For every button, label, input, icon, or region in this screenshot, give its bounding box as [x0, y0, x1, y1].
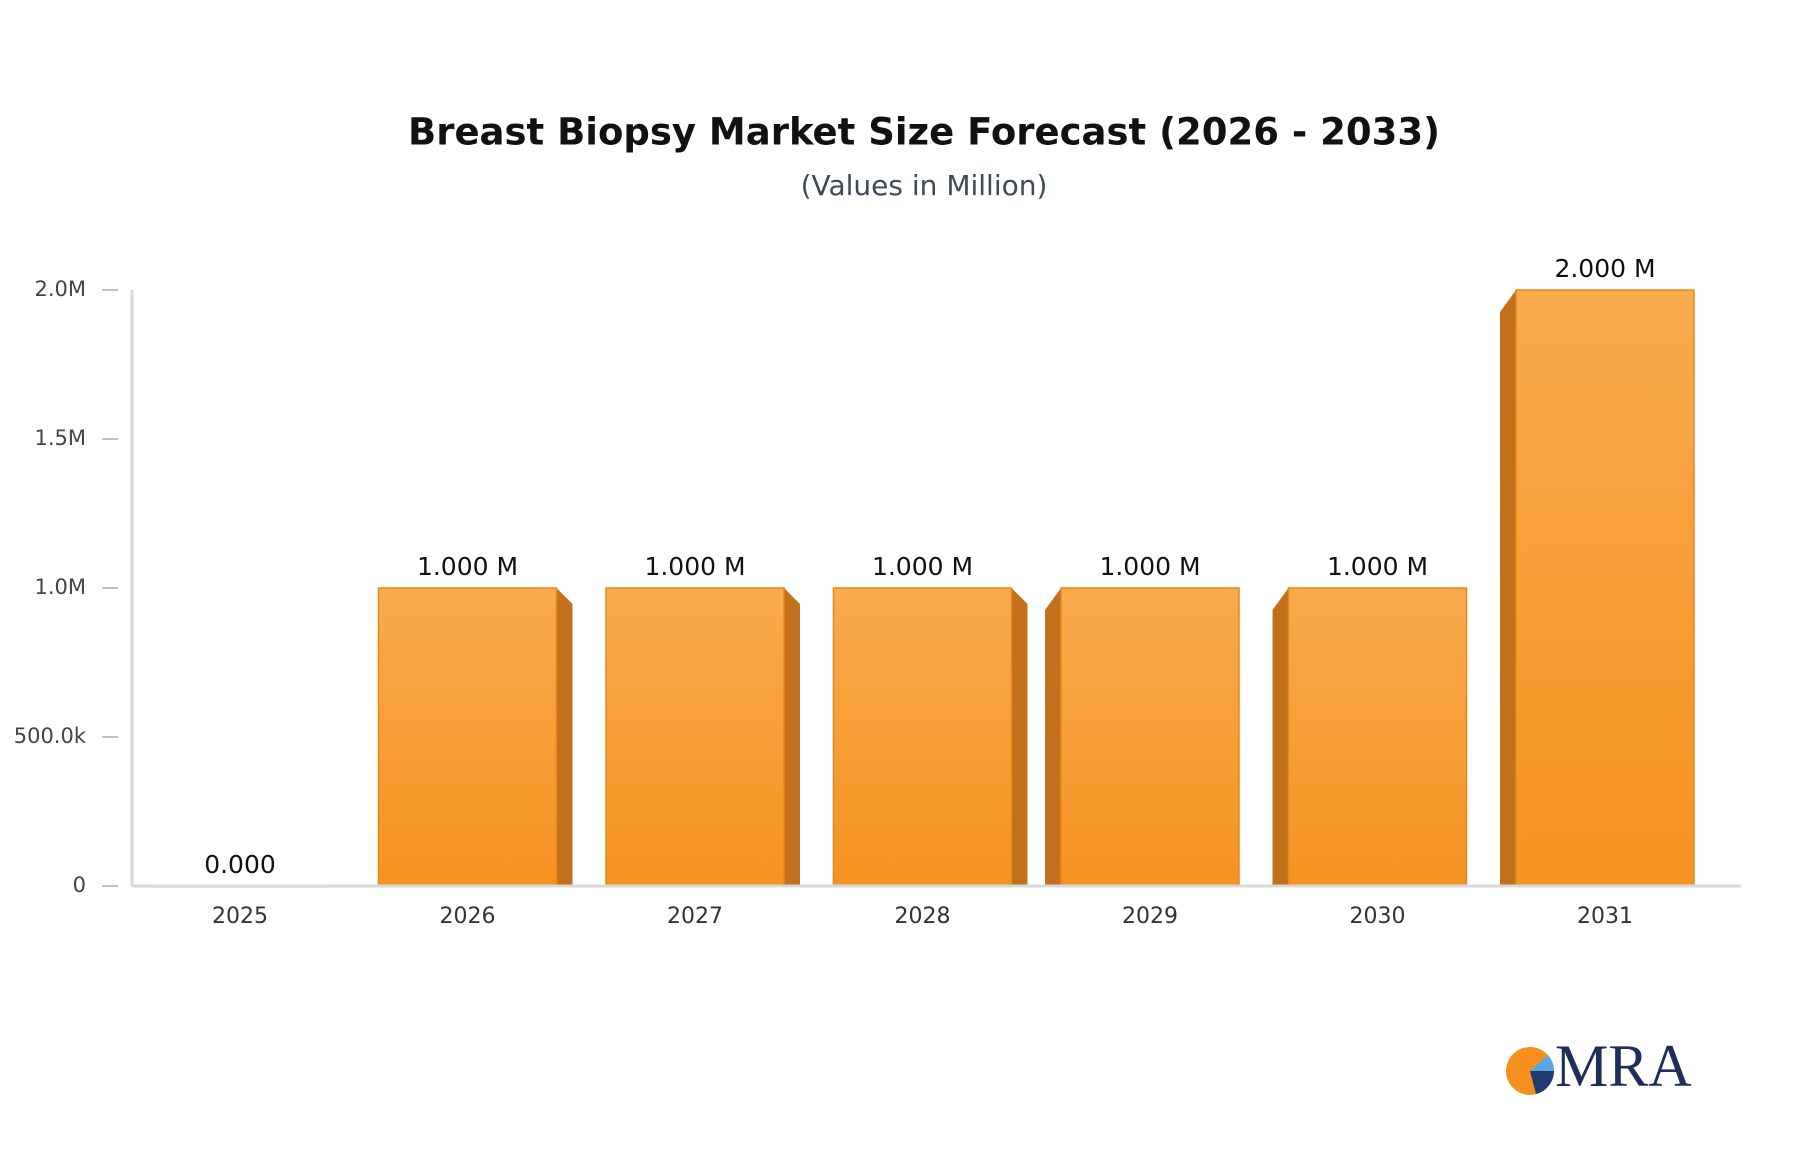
- bar: [377, 587, 558, 887]
- logo-slice: [1530, 1071, 1554, 1094]
- y-tick-label: 1.0M: [34, 575, 86, 599]
- logo: MRA: [1506, 1033, 1692, 1099]
- bar-side: [556, 588, 573, 886]
- x-tick-label: 2030: [1350, 904, 1406, 929]
- value-label: 2.000 M: [1554, 254, 1655, 283]
- bar-side: [1045, 588, 1061, 886]
- x-tick-label: 2028: [895, 904, 951, 929]
- bar-side: [784, 588, 800, 886]
- value-label: 1.000 M: [1099, 552, 1200, 581]
- y-tick-label: 1.5M: [34, 426, 86, 450]
- y-tick-label: 500.0k: [14, 724, 87, 748]
- value-label: 1.000 M: [1327, 552, 1428, 581]
- x-tick-label: 2026: [440, 904, 496, 929]
- x-tick-label: 2025: [212, 904, 268, 929]
- y-tick-label: 2.0M: [34, 277, 86, 301]
- y-tick-label: 0: [73, 873, 86, 897]
- bar: [1515, 289, 1695, 887]
- x-tick-label: 2027: [667, 904, 723, 929]
- logo-text: MRA: [1555, 1033, 1692, 1099]
- x-tick-label: 2029: [1122, 904, 1178, 929]
- value-label: 1.000 M: [417, 552, 518, 581]
- bar: [605, 587, 785, 887]
- bar-side: [1011, 588, 1028, 886]
- chart-title: Breast Biopsy Market Size Forecast (2026…: [408, 111, 1440, 154]
- logo-slice: [1530, 1055, 1555, 1071]
- x-tick-label: 2031: [1577, 904, 1633, 929]
- bar-side: [1500, 290, 1516, 886]
- value-label: 1.000 M: [872, 552, 973, 581]
- bar: [1060, 587, 1240, 887]
- chart-subtitle: (Values in Million): [801, 169, 1048, 202]
- value-label: 0.000: [204, 850, 276, 879]
- bar: [1287, 587, 1468, 887]
- value-label: 1.000 M: [644, 552, 745, 581]
- bar: [832, 587, 1013, 887]
- bar-side: [1272, 588, 1289, 886]
